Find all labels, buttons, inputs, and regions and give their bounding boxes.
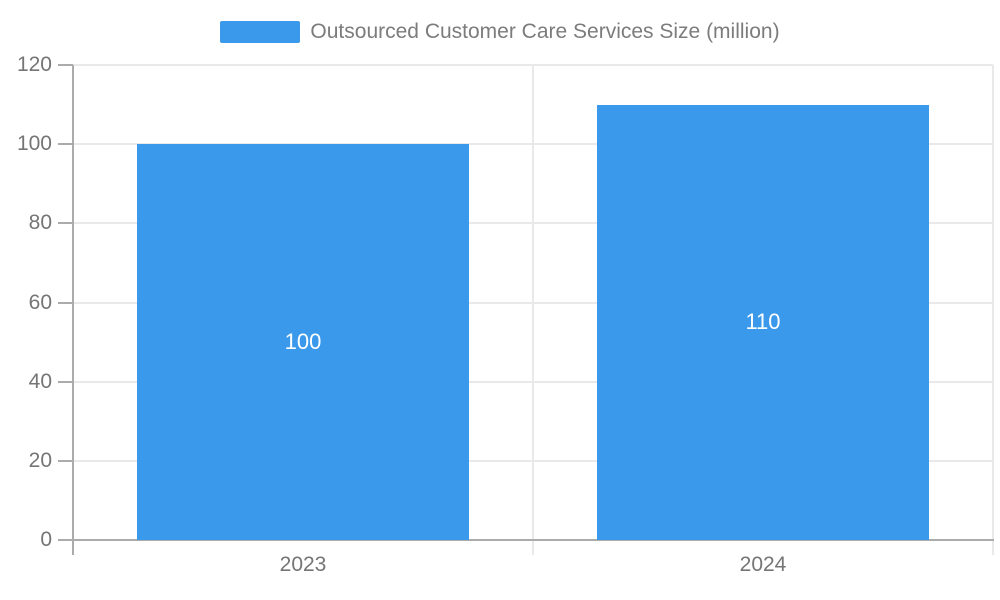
x-axis-line bbox=[72, 539, 994, 541]
bar-value-label-2023: 100 bbox=[284, 329, 322, 355]
y-tick bbox=[58, 143, 73, 146]
y-tick-label: 120 bbox=[16, 53, 52, 76]
y-tick bbox=[58, 539, 73, 541]
bar-2024[interactable] bbox=[597, 104, 929, 540]
y-tick bbox=[58, 222, 73, 225]
gridline-vertical bbox=[992, 65, 994, 555]
y-tick bbox=[58, 459, 73, 462]
legend-item[interactable]: Outsourced Customer Care Services Size (… bbox=[220, 20, 780, 43]
bar-value-label-2024: 110 bbox=[745, 309, 781, 335]
gridline-vertical bbox=[532, 65, 534, 555]
y-tick-label: 100 bbox=[16, 132, 52, 156]
y-tick-label: 60 bbox=[28, 290, 52, 314]
y-tick bbox=[58, 64, 73, 66]
legend-swatch-icon bbox=[220, 21, 301, 43]
legend: Outsourced Customer Care Services Size (… bbox=[0, 21, 1000, 43]
y-tick bbox=[58, 301, 73, 304]
y-tick-label: 0 bbox=[40, 528, 52, 551]
y-tick-label: 80 bbox=[28, 211, 52, 235]
y-axis-line bbox=[72, 65, 74, 555]
x-tick-label-2024: 2024 bbox=[739, 553, 787, 576]
y-tick-label: 40 bbox=[28, 369, 52, 393]
x-tick-label-2023: 2023 bbox=[279, 553, 327, 576]
y-tick bbox=[58, 380, 73, 383]
y-tick-label: 20 bbox=[28, 448, 52, 472]
legend-label: Outsourced Customer Care Services Size (… bbox=[310, 20, 780, 43]
bar-2023[interactable] bbox=[137, 144, 469, 540]
